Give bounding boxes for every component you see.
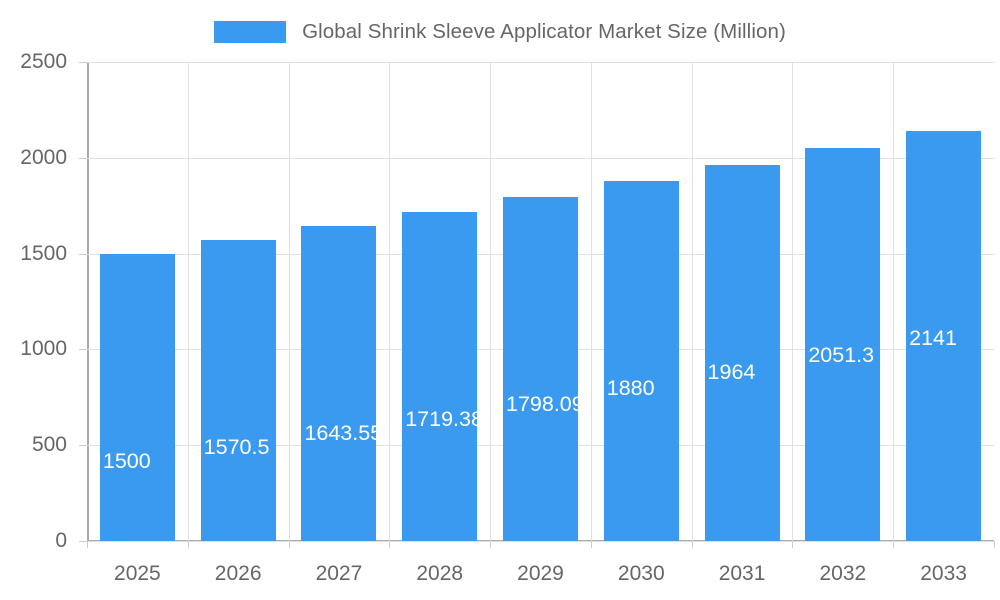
bar-rect[interactable]: 1880 xyxy=(603,180,679,541)
x-axis-tick-mark xyxy=(87,541,88,548)
bar-rect[interactable]: 1964 xyxy=(704,164,780,541)
bar[interactable]: 1798.09 xyxy=(503,196,578,541)
y-axis-tick-label: 1000 xyxy=(20,337,67,361)
gridline-horizontal xyxy=(87,62,994,63)
bar[interactable]: 1570.5 xyxy=(200,240,276,541)
bar-value-label: 1570.5 xyxy=(203,435,270,460)
x-axis-tick-label: 2026 xyxy=(214,562,262,585)
bar-value-label: 2051.3 xyxy=(808,342,875,367)
y-axis-tick-mark xyxy=(79,157,87,159)
y-axis-tick-mark xyxy=(79,349,87,351)
bar[interactable]: 1880 xyxy=(603,180,679,541)
bar-value-label: 1643.55 xyxy=(304,421,377,446)
x-axis-tick-label: 2031 xyxy=(718,562,766,585)
x-axis-tick-label: 2033 xyxy=(920,562,967,585)
x-axis-tick-mark xyxy=(893,541,894,548)
gridline-vertical xyxy=(289,62,290,541)
y-axis-tick-mark xyxy=(79,253,87,255)
bar[interactable]: 1643.55 xyxy=(301,226,377,541)
x-axis-tick-mark xyxy=(188,541,189,548)
bar-rect[interactable]: 1719.38 xyxy=(402,211,478,541)
bar-value-label: 1798.09 xyxy=(506,391,578,416)
gridline-horizontal xyxy=(87,157,994,159)
bar[interactable]: 1719.38 xyxy=(402,211,478,541)
bar-rect[interactable]: 2051.3 xyxy=(805,147,881,541)
x-axis-tick-label: 2027 xyxy=(315,562,363,585)
bar-value-label: 1880 xyxy=(606,375,655,400)
chart-legend: Global Shrink Sleeve Applicator Market S… xyxy=(0,14,1000,50)
y-axis-tick-mark xyxy=(79,541,87,542)
y-axis-tick-mark xyxy=(79,445,87,447)
gridline-vertical xyxy=(893,62,894,541)
bar-value-label: 1719.38 xyxy=(405,406,478,431)
bar[interactable]: 1500 xyxy=(99,253,175,541)
gridline-vertical xyxy=(692,62,693,541)
y-axis-tick-label: 0 xyxy=(55,529,67,552)
y-axis-line xyxy=(87,62,89,542)
bar-value-label: 2141 xyxy=(909,325,957,350)
bar-value-label: 1964 xyxy=(707,359,756,384)
x-axis-tick-mark xyxy=(591,541,592,548)
bar-value-label: 1500 xyxy=(102,448,151,473)
x-axis-tick-mark xyxy=(792,541,793,548)
x-axis-tick-mark xyxy=(490,541,491,548)
plot-area: 1500 1570.5 1643.55 1719.38 1798.09 1880 1964 2… xyxy=(87,62,994,542)
bar[interactable]: 1964 xyxy=(704,164,780,541)
gridline-vertical xyxy=(792,62,793,541)
x-axis-tick-label: 2028 xyxy=(416,562,464,585)
y-axis-tick-label: 2000 xyxy=(20,145,67,169)
y-axis-tick-label: 500 xyxy=(31,433,67,457)
bar-rect[interactable]: 1570.5 xyxy=(200,240,276,541)
x-axis-tick-label: 2032 xyxy=(819,562,867,585)
bar-rect[interactable]: 1798.09 xyxy=(503,196,578,541)
x-axis-tick-label: 2030 xyxy=(617,562,665,585)
gridline-vertical xyxy=(490,62,491,541)
bar[interactable]: 2051.3 xyxy=(805,147,881,541)
y-axis-tick-label: 2500 xyxy=(20,50,67,73)
x-axis-tick-mark xyxy=(692,541,693,548)
x-axis-tick-label: 2029 xyxy=(517,562,564,585)
gridline-vertical xyxy=(389,62,390,541)
x-axis-tick-label: 2025 xyxy=(114,562,161,585)
x-axis-tick-mark xyxy=(289,541,290,548)
bar[interactable]: 2141 xyxy=(906,130,982,541)
bar-rect[interactable]: 1500 xyxy=(99,253,175,541)
gridline-vertical xyxy=(188,62,189,541)
y-axis-tick-mark xyxy=(79,62,87,63)
gridline-horizontal xyxy=(87,541,994,542)
y-axis-tick-label: 1500 xyxy=(20,241,67,265)
gridline-vertical xyxy=(591,62,592,541)
bar-rect[interactable]: 1643.55 xyxy=(301,226,377,541)
x-axis-tick-mark xyxy=(994,541,995,548)
legend-color-swatch[interactable] xyxy=(214,21,287,43)
bar-rect[interactable]: 2141 xyxy=(906,130,982,541)
x-axis-tick-mark xyxy=(389,541,390,548)
legend-series-label[interactable]: Global Shrink Sleeve Applicator Market S… xyxy=(302,20,786,43)
